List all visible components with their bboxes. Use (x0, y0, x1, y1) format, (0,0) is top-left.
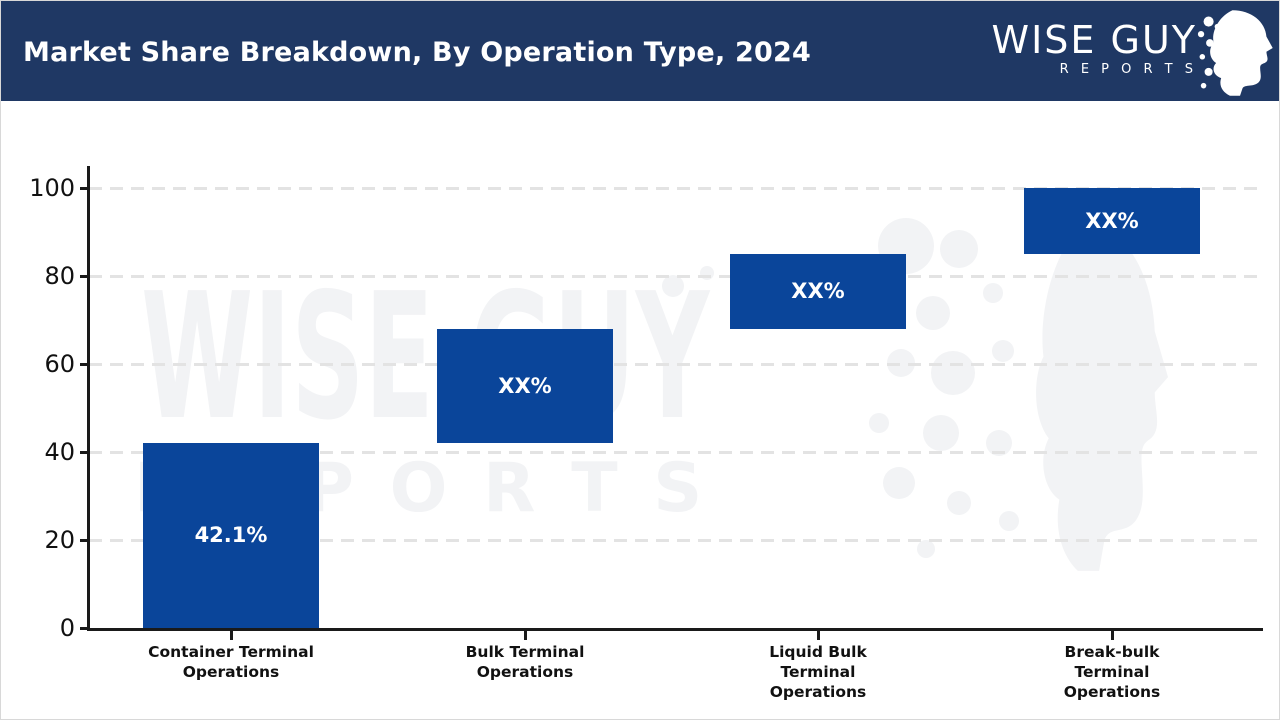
y-tick-mark (80, 627, 88, 630)
category-label-line: Terminal (1074, 663, 1150, 681)
x-tick-mark (230, 631, 233, 640)
category-label: Liquid Bulk Terminal Operations (708, 642, 928, 702)
x-axis-line (87, 628, 1263, 631)
y-tick-mark (80, 363, 88, 366)
y-tick-label: 0 (59, 614, 75, 642)
gridline (89, 363, 1263, 366)
y-tick-label: 40 (44, 438, 75, 466)
category-label-line: Liquid Bulk (769, 643, 867, 661)
x-tick-mark (1111, 631, 1114, 640)
bar-value-label: XX% (1085, 209, 1139, 233)
header-bar: Market Share Breakdown, By Operation Typ… (1, 1, 1279, 101)
bar-value-label: 42.1% (194, 523, 268, 548)
gridline (89, 539, 1263, 542)
category-label-line: Operations (182, 663, 280, 681)
bar-segment: XX% (437, 328, 613, 443)
bar-segment: XX% (1024, 188, 1200, 254)
category-label: Break-bulk Terminal Operations (1002, 642, 1222, 702)
y-tick-mark (80, 275, 88, 278)
category-label-line: Container Terminal (148, 643, 314, 661)
category-label-line: Operations (1063, 683, 1161, 701)
bar-value-label: XX% (498, 373, 552, 398)
y-tick-mark (80, 539, 88, 542)
bar-segment: 42.1% (143, 442, 319, 628)
y-tick-label: 20 (44, 526, 75, 554)
gridline (89, 187, 1263, 190)
y-tick-label: 80 (44, 262, 75, 290)
brand-logo-secondary-text: R E P O R T S (1059, 62, 1197, 77)
category-label-line: Break-bulk (1064, 643, 1160, 661)
category-label: Container Terminal Operations (121, 642, 341, 682)
waterfall-chart: WISE GUY R E P O R T S 0 20 40 60 80 100 42.1%… (1, 101, 1279, 719)
page-title: Market Share Breakdown, By Operation Typ… (23, 37, 811, 68)
y-tick-label: 100 (29, 174, 75, 202)
brand-logo-primary-text: WISE GUY (991, 18, 1197, 62)
category-label: Bulk Terminal Operations (415, 642, 635, 682)
bar-segment: XX% (730, 254, 906, 329)
category-label-line: Terminal (780, 663, 856, 681)
wise-guy-face-icon (1197, 10, 1273, 96)
bar-value-label: XX% (791, 279, 845, 304)
gridline (89, 451, 1263, 454)
y-tick-mark (80, 187, 88, 190)
category-label-line: Operations (476, 663, 574, 681)
category-label-line: Operations (769, 683, 867, 701)
brand-logo: WISE GUY R E P O R T S (992, 19, 1197, 77)
category-label-line: Bulk Terminal (465, 643, 585, 661)
watermark-primary-text: WISE GUY (141, 256, 710, 459)
y-axis-line (87, 166, 90, 631)
y-tick-label: 60 (44, 350, 75, 378)
y-tick-mark (80, 451, 88, 454)
gridline (89, 275, 1263, 278)
x-tick-mark (524, 631, 527, 640)
x-tick-mark (817, 631, 820, 640)
